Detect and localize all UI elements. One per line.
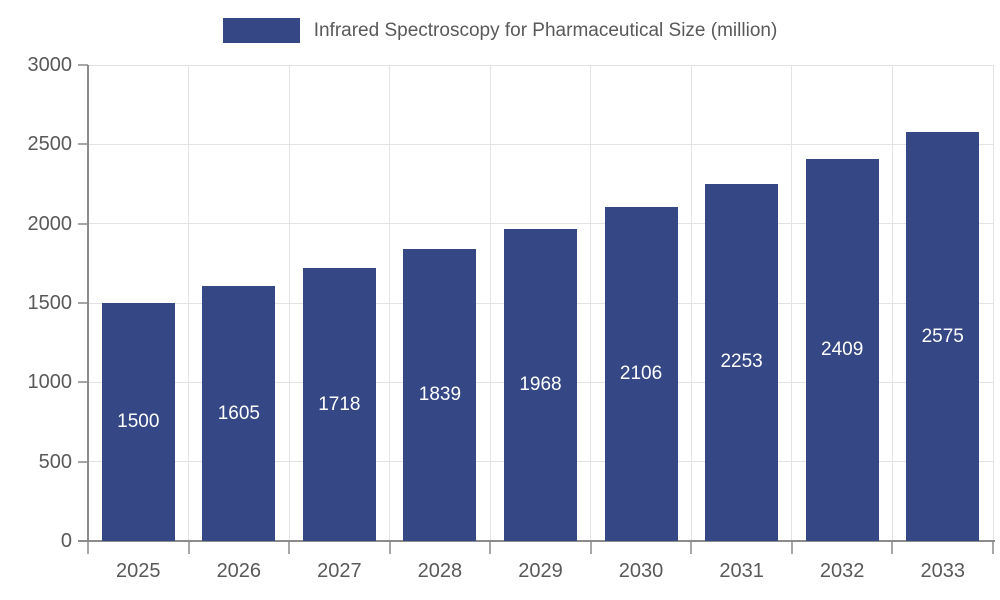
x-tick-mark [891,541,894,554]
x-tick-label: 2027 [317,560,362,582]
x-tick-label: 2029 [518,560,563,582]
gridline-horizontal [88,143,993,145]
y-axis-line [87,65,89,541]
x-tick-mark [388,541,391,554]
gridline-vertical [590,65,592,541]
gridline-horizontal [88,223,993,225]
x-tick-label: 2025 [116,560,161,582]
gridline-vertical [992,65,994,541]
x-tick-label: 2031 [719,560,764,582]
bar: 1500 [101,303,175,541]
y-tick-label: 3000 [27,54,73,76]
legend: Infrared Spectroscopy for Pharmaceutical… [0,18,1000,43]
x-axis-line [78,540,995,542]
y-tick-label: 1500 [27,292,73,314]
x-tick-mark [87,541,89,554]
x-tick-label: 2032 [819,560,865,582]
y-tick-mark [78,302,88,304]
x-tick-mark [790,541,793,554]
gridline-vertical [489,65,491,541]
gridline-vertical [791,65,793,541]
bar-value-label: 1718 [318,393,361,415]
y-tick-mark [78,381,88,384]
y-tick-label: 0 [60,530,72,552]
x-tick-label: 2026 [216,560,262,582]
bar: 2106 [604,206,678,541]
x-tick-mark [489,541,492,554]
bar-value-label: 2575 [921,325,964,347]
y-tick-label: 2000 [27,212,73,235]
y-tick-label: 1000 [27,371,73,394]
bar: 2409 [805,158,879,541]
bar-value-label: 1605 [217,402,260,424]
bar-value-label: 2106 [619,362,663,384]
x-tick-mark [690,541,693,554]
bar-value-label: 2409 [821,338,864,360]
gridline-vertical [891,65,893,541]
bar-value-label: 2253 [720,351,763,373]
bar: 2575 [906,132,980,541]
gridline-vertical [288,65,290,541]
x-tick-mark [288,541,291,554]
y-tick-mark [78,64,88,66]
legend-label: Infrared Spectroscopy for Pharmaceutical… [313,20,778,41]
legend-swatch [222,18,300,43]
bar-value-label: 1839 [418,384,462,406]
bar-value-label: 1968 [519,373,562,395]
y-tick-label: 2500 [27,133,73,156]
y-tick-mark [78,143,88,146]
gridline-vertical [188,65,190,541]
bar: 2253 [705,183,779,541]
gridline-horizontal [88,64,993,66]
x-tick-mark [992,541,994,554]
x-tick-label: 2033 [920,560,965,582]
gridline-vertical [690,65,692,541]
y-tick-mark [78,222,88,225]
bar: 1605 [202,286,276,541]
gridline-vertical [389,65,391,541]
bar-value-label: 1500 [117,411,160,432]
x-tick-mark [187,541,190,554]
y-tick-mark [78,460,88,463]
x-tick-label: 2028 [417,560,463,582]
bar: 1839 [403,249,477,541]
y-tick-label: 500 [38,450,72,473]
bar: 1718 [302,268,376,541]
bar: 1968 [504,228,577,541]
x-tick-mark [589,541,592,554]
x-tick-label: 2030 [618,560,664,582]
